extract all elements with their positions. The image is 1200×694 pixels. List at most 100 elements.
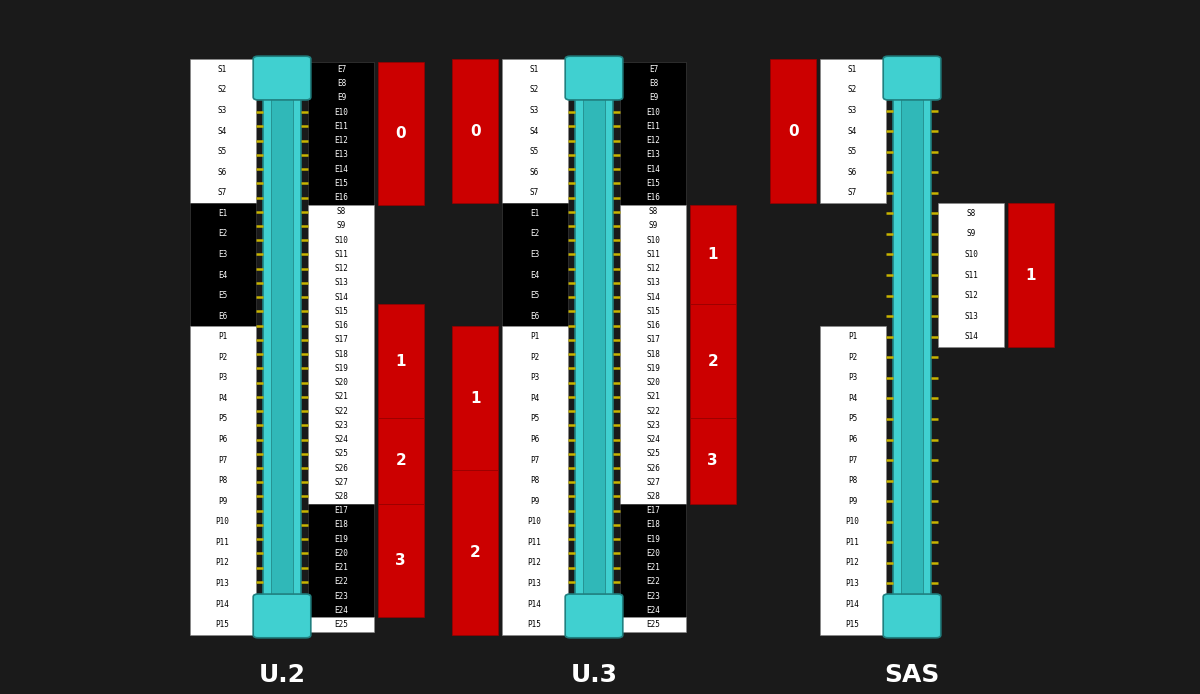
- Text: P6: P6: [218, 435, 227, 444]
- Text: P7: P7: [530, 455, 539, 464]
- Text: E10: E10: [647, 108, 660, 117]
- Text: E16: E16: [335, 193, 348, 202]
- Text: S17: S17: [647, 335, 660, 344]
- Text: P5: P5: [848, 414, 857, 423]
- Text: P7: P7: [848, 455, 857, 464]
- Text: E6: E6: [530, 312, 539, 321]
- Text: S12: S12: [335, 264, 348, 273]
- Text: E22: E22: [335, 577, 348, 586]
- Text: S11: S11: [965, 271, 978, 280]
- Text: S4: S4: [218, 126, 227, 135]
- Text: P12: P12: [528, 559, 541, 568]
- Text: S24: S24: [647, 435, 660, 444]
- Text: S25: S25: [335, 449, 348, 458]
- FancyBboxPatch shape: [565, 594, 623, 638]
- Text: P15: P15: [528, 620, 541, 629]
- Text: S3: S3: [218, 106, 227, 115]
- Text: E2: E2: [218, 230, 227, 239]
- Bar: [502, 59, 568, 203]
- Text: 0: 0: [396, 126, 406, 141]
- Text: SAS: SAS: [884, 663, 940, 687]
- Text: S2: S2: [848, 85, 857, 94]
- Text: P13: P13: [216, 579, 229, 588]
- Text: S15: S15: [335, 307, 348, 316]
- Text: S21: S21: [335, 392, 348, 401]
- Text: S9: S9: [337, 221, 346, 230]
- Text: S3: S3: [848, 106, 857, 115]
- Text: E8: E8: [337, 79, 346, 88]
- Bar: [502, 203, 568, 326]
- Text: 1: 1: [396, 354, 406, 369]
- Text: S9: S9: [649, 221, 658, 230]
- Text: E3: E3: [218, 250, 227, 259]
- Text: P12: P12: [846, 559, 859, 568]
- Text: E20: E20: [647, 549, 660, 558]
- Text: E9: E9: [337, 94, 346, 103]
- Text: P11: P11: [846, 538, 859, 547]
- Bar: [308, 504, 374, 618]
- Text: E1: E1: [218, 209, 227, 218]
- Text: 0: 0: [470, 124, 480, 139]
- Text: E17: E17: [335, 506, 348, 515]
- Text: E9: E9: [649, 94, 658, 103]
- Bar: [575, 69, 613, 625]
- Text: S7: S7: [848, 188, 857, 197]
- Text: U.2: U.2: [258, 663, 306, 687]
- Bar: [620, 205, 686, 504]
- Bar: [620, 618, 686, 632]
- Text: E11: E11: [335, 122, 348, 131]
- Text: S1: S1: [218, 65, 227, 74]
- Text: E25: E25: [647, 620, 660, 629]
- Bar: [308, 62, 374, 205]
- Text: E19: E19: [335, 534, 348, 543]
- Text: P10: P10: [216, 517, 229, 526]
- Text: S10: S10: [965, 250, 978, 259]
- Text: S7: S7: [530, 188, 539, 197]
- Bar: [190, 203, 256, 326]
- Text: 2: 2: [708, 354, 718, 369]
- Text: S14: S14: [965, 332, 978, 341]
- Text: P1: P1: [848, 332, 857, 341]
- Text: S6: S6: [530, 168, 539, 177]
- Text: P15: P15: [846, 620, 859, 629]
- Text: E12: E12: [647, 136, 660, 145]
- Text: E7: E7: [649, 65, 658, 74]
- Text: E2: E2: [530, 230, 539, 239]
- Text: E22: E22: [647, 577, 660, 586]
- Text: S1: S1: [530, 65, 539, 74]
- Text: S19: S19: [647, 364, 660, 373]
- Text: P15: P15: [216, 620, 229, 629]
- Text: E3: E3: [530, 250, 539, 259]
- Text: S26: S26: [647, 464, 660, 473]
- Text: S11: S11: [335, 250, 348, 259]
- Text: 3: 3: [708, 453, 718, 468]
- Text: E5: E5: [218, 291, 227, 300]
- Text: P9: P9: [218, 497, 227, 506]
- Text: P5: P5: [218, 414, 227, 423]
- Text: S2: S2: [218, 85, 227, 94]
- Text: E18: E18: [647, 520, 660, 530]
- Bar: [378, 504, 424, 618]
- Bar: [452, 326, 498, 471]
- Text: S5: S5: [218, 147, 227, 156]
- Text: S5: S5: [848, 147, 857, 156]
- Bar: [620, 62, 686, 205]
- Text: E1: E1: [530, 209, 539, 218]
- Text: P13: P13: [528, 579, 541, 588]
- Text: S16: S16: [647, 321, 660, 330]
- Text: P1: P1: [530, 332, 539, 341]
- Bar: [1008, 203, 1054, 347]
- Text: E15: E15: [647, 179, 660, 188]
- Text: S23: S23: [647, 421, 660, 430]
- Text: S6: S6: [848, 168, 857, 177]
- Text: S4: S4: [530, 126, 539, 135]
- Text: E20: E20: [335, 549, 348, 558]
- Text: 0: 0: [788, 124, 798, 139]
- Text: E14: E14: [647, 164, 660, 174]
- Text: E8: E8: [649, 79, 658, 88]
- Text: S27: S27: [335, 477, 348, 486]
- Text: S13: S13: [965, 312, 978, 321]
- Bar: [620, 504, 686, 618]
- Bar: [308, 205, 374, 504]
- Text: P8: P8: [848, 476, 857, 485]
